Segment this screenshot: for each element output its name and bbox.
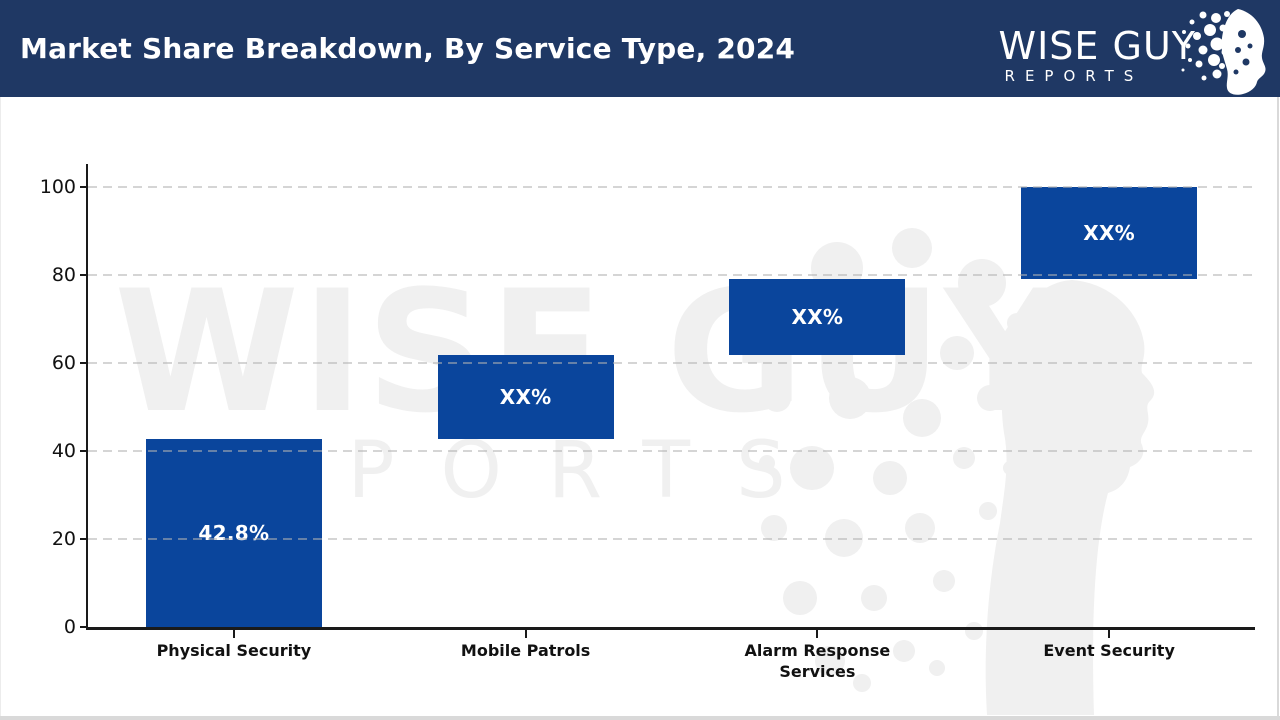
y-tick-60 [80, 362, 88, 364]
x-label-physical-security: Physical Security [156, 641, 312, 660]
y-axis-line [86, 164, 88, 630]
bar-event-security: XX% [1021, 187, 1198, 279]
gridline-40 [88, 450, 1255, 452]
header-bar: Market Share Breakdown, By Service Type,… [0, 0, 1280, 97]
y-tick-label-40: 40 [51, 440, 76, 462]
y-tick-label-20: 20 [51, 528, 76, 550]
page-title: Market Share Breakdown, By Service Type,… [20, 32, 796, 65]
logo-subtitle: REPORTS [1004, 67, 1144, 86]
y-tick-100 [80, 186, 88, 188]
bar-value-label-alarm-response-services: XX% [791, 304, 844, 329]
y-tick-label-100: 100 [39, 176, 76, 198]
bar-value-label-mobile-patrols: XX% [499, 384, 552, 409]
logo-wordmark: WISE GUY [998, 23, 1196, 68]
bar-mobile-patrols: XX% [437, 354, 614, 439]
logo-text: WISE GUY REPORTS [998, 23, 1196, 86]
y-tick-0 [80, 626, 88, 628]
logo-face-icon [1181, 9, 1266, 95]
right-border [1277, 97, 1279, 716]
y-tick-40 [80, 450, 88, 452]
y-tick-80 [80, 274, 88, 276]
footer-strip [0, 716, 1280, 720]
x-label-mobile-patrols: Mobile Patrols [460, 641, 591, 660]
gridline-60 [88, 362, 1255, 364]
x-tick-physical-security [232, 630, 235, 638]
x-label-alarm-response-services: Alarm Response Services [744, 641, 891, 681]
y-tick-label-0: 0 [63, 616, 76, 638]
y-tick-label-80: 80 [51, 264, 76, 286]
gridline-100 [88, 186, 1255, 188]
bar-alarm-response-services: XX% [729, 278, 906, 355]
x-tick-event-security [1108, 630, 1111, 638]
y-tick-20 [80, 538, 88, 540]
bar-physical-security: 42.8% [145, 438, 322, 627]
wiseguy-logo: WISE GUY REPORTS [999, 4, 1270, 98]
x-tick-mobile-patrols [524, 630, 527, 638]
gridline-20 [88, 538, 1255, 540]
x-label-event-security: Event Security [1043, 641, 1175, 660]
bar-value-label-event-security: XX% [1083, 220, 1136, 245]
x-axis-line [86, 627, 1255, 630]
x-tick-alarm-response-services [816, 630, 819, 638]
gridline-80 [88, 274, 1255, 276]
bar-value-label-physical-security: 42.8% [198, 520, 270, 545]
y-tick-label-60: 60 [51, 352, 76, 374]
left-border [0, 97, 1, 716]
